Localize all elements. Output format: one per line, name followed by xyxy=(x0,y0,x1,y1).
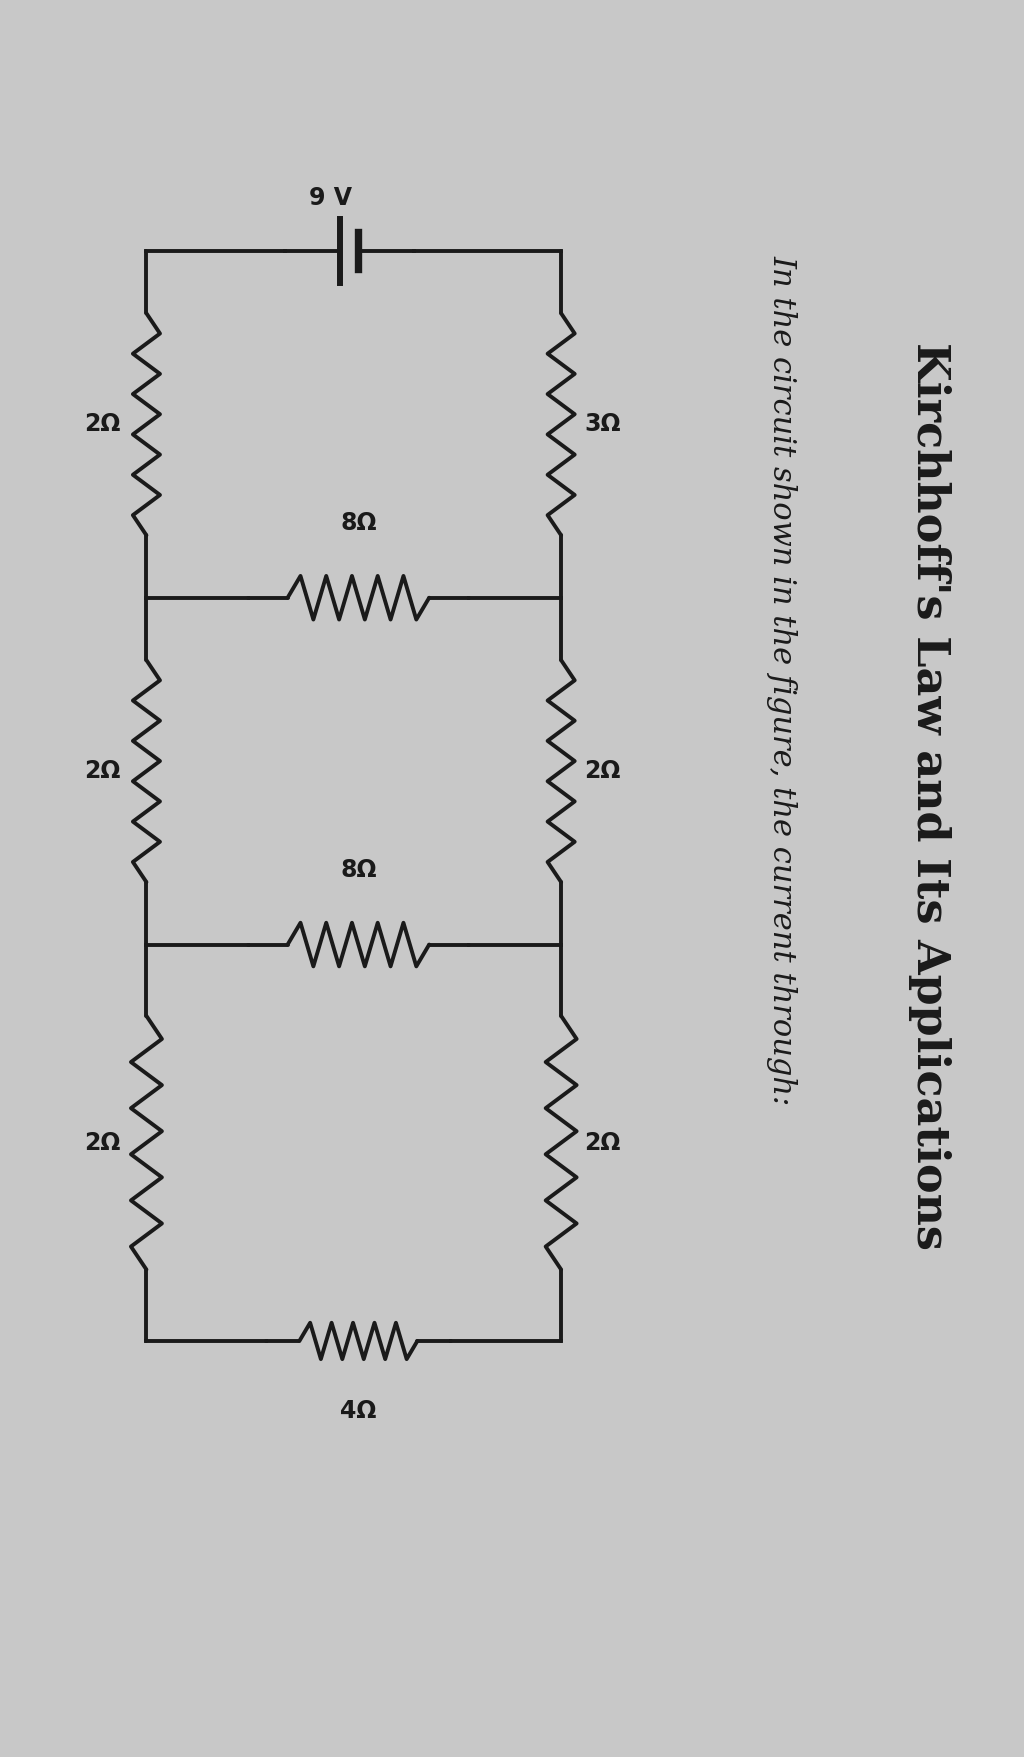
Text: 2Ω: 2Ω xyxy=(585,759,621,784)
Text: Kirchhoff's Law and Its Applications: Kirchhoff's Law and Its Applications xyxy=(908,343,951,1249)
Text: 4Ω: 4Ω xyxy=(340,1399,377,1423)
Text: 2Ω: 2Ω xyxy=(585,1132,621,1154)
Text: 2Ω: 2Ω xyxy=(84,413,121,436)
Text: 9 V: 9 V xyxy=(309,186,352,209)
Text: 8Ω: 8Ω xyxy=(340,511,377,534)
Text: 3Ω: 3Ω xyxy=(585,413,621,436)
Text: 2Ω: 2Ω xyxy=(84,1132,121,1154)
Text: In the circuit shown in the figure, the current through:: In the circuit shown in the figure, the … xyxy=(767,255,798,1105)
Text: 2Ω: 2Ω xyxy=(84,759,121,784)
Text: 8Ω: 8Ω xyxy=(340,857,377,882)
